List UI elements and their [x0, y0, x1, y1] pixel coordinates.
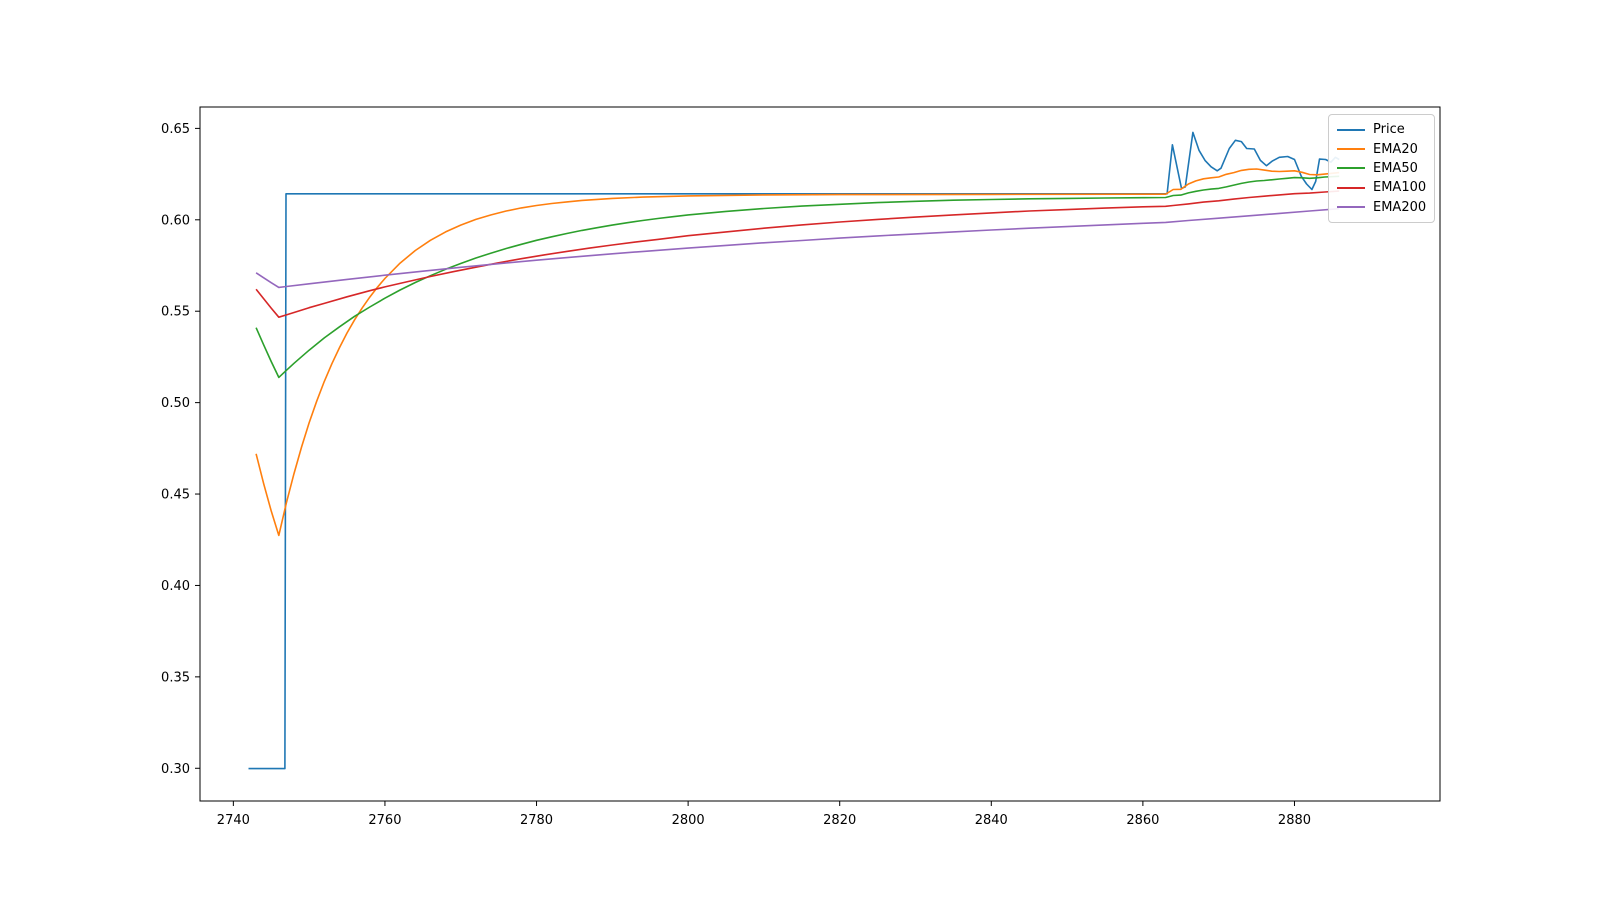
y-tick-label: 0.50	[161, 396, 190, 411]
y-tick-label: 0.45	[161, 488, 190, 503]
x-tick-label: 2800	[672, 813, 705, 828]
legend-entry-ema50: EMA50	[1337, 159, 1426, 178]
legend-line-sample-ema20	[1337, 148, 1365, 151]
legend-line-sample-ema200	[1337, 206, 1365, 209]
axes-spines	[199, 106, 1441, 802]
series-line-price	[248, 131, 1340, 770]
x-tick-label: 2780	[520, 813, 553, 828]
y-tick-label: 0.30	[161, 762, 190, 777]
x-tick-label: 2840	[975, 813, 1008, 828]
legend-line-sample-ema50	[1337, 167, 1365, 170]
legend-label-ema20: EMA20	[1373, 141, 1418, 157]
x-tick-label: 2860	[1126, 813, 1159, 828]
legend-entry-ema100: EMA100	[1337, 178, 1426, 197]
x-tick-label: 2880	[1278, 813, 1311, 828]
x-tick-label: 2820	[823, 813, 856, 828]
legend: Price EMA20 EMA50 EMA100 EMA200	[1328, 114, 1435, 223]
legend-label-ema200: EMA200	[1373, 199, 1427, 215]
legend-label-price: Price	[1373, 122, 1405, 138]
y-tick-label: 0.60	[161, 213, 190, 228]
y-tick-label: 0.55	[161, 305, 190, 320]
x-tick-label: 2760	[368, 813, 401, 828]
legend-entry-price: Price	[1337, 120, 1426, 139]
y-tick-label: 0.65	[161, 122, 190, 137]
legend-label-ema50: EMA50	[1373, 160, 1418, 176]
legend-line-sample-ema100	[1337, 186, 1365, 189]
x-tick-label: 2740	[217, 813, 250, 828]
legend-line-sample-price	[1337, 128, 1365, 131]
series-line-ema200	[255, 207, 1340, 289]
series-line-ema20	[255, 168, 1340, 537]
series-line-ema50	[255, 175, 1340, 379]
y-tick-label: 0.40	[161, 579, 190, 594]
y-tick-label: 0.35	[161, 670, 190, 685]
legend-entry-ema200: EMA200	[1337, 198, 1426, 217]
legend-entry-ema20: EMA20	[1337, 139, 1426, 158]
legend-label-ema100: EMA100	[1373, 180, 1427, 196]
series-line-ema100	[255, 190, 1340, 319]
